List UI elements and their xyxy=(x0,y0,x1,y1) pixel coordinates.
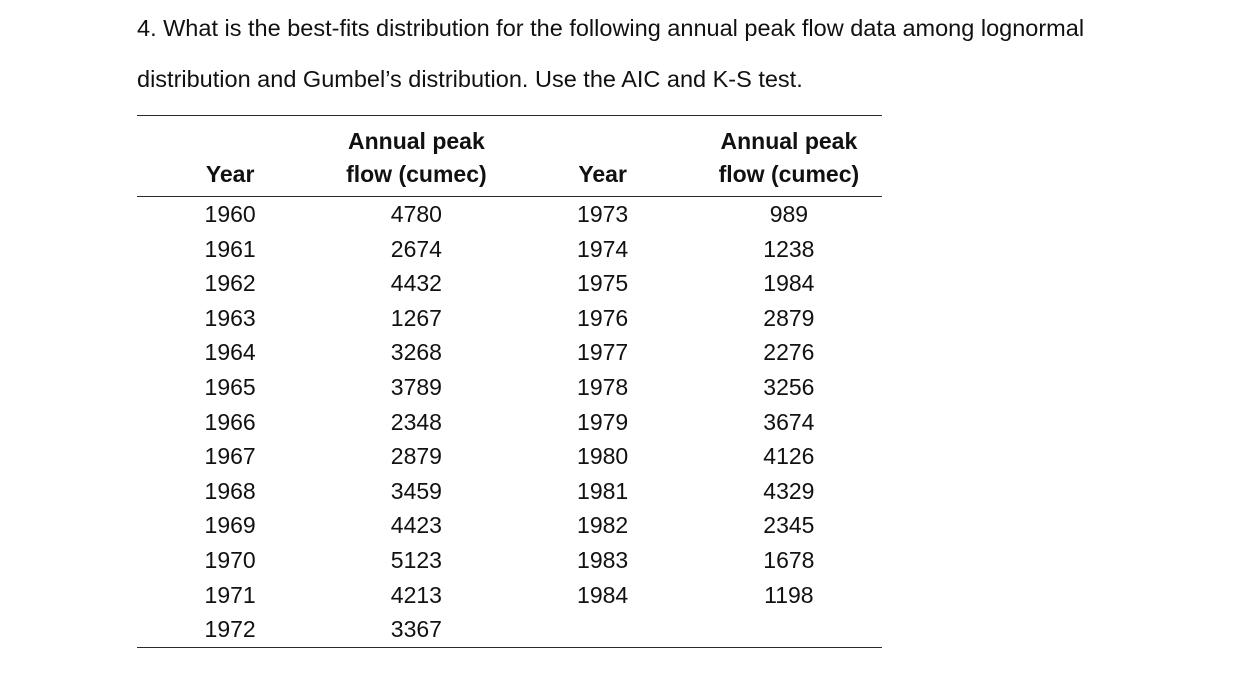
table-body: 1960 4780 1973 989 1961 2674 1974 1238 1962 4432 1… xyxy=(137,197,882,648)
table-row: 1966 2348 1979 3674 xyxy=(137,405,882,440)
year-cell: 1963 xyxy=(204,304,256,331)
flow-cell: 3459 xyxy=(390,477,442,504)
flow-cell: 1678 xyxy=(763,546,815,573)
flow-cell: 4432 xyxy=(390,270,442,297)
year-cell: 1975 xyxy=(577,270,629,297)
flow-cell: 1984 xyxy=(763,270,815,297)
year-cell xyxy=(509,612,696,648)
question-text: 4. What is the best-fits distribution fo… xyxy=(137,3,1217,105)
year-cell: 1964 xyxy=(204,339,256,366)
header-year-left: Year xyxy=(137,115,324,197)
flow-cell: 1198 xyxy=(764,581,814,608)
year-cell: 1984 xyxy=(577,581,629,608)
year-cell: 1981 xyxy=(577,477,629,504)
flow-cell: 3789 xyxy=(390,373,442,400)
header-line: Year xyxy=(578,161,627,187)
year-cell: 1974 xyxy=(577,235,629,262)
table-row: 1970 5123 1983 1678 xyxy=(137,543,882,578)
question-line-1: 4. What is the best-fits distribution fo… xyxy=(137,15,1085,41)
year-cell: 1970 xyxy=(204,546,256,573)
year-cell: 1968 xyxy=(204,477,256,504)
year-cell: 1960 xyxy=(204,201,256,227)
flow-cell: 4423 xyxy=(390,512,442,539)
header-line: Year xyxy=(205,161,255,187)
year-cell: 1978 xyxy=(577,373,629,400)
question-line-2: distribution and Gumbel’s distribution. … xyxy=(137,66,803,92)
year-cell: 1983 xyxy=(577,546,629,573)
flow-cell: 2879 xyxy=(763,304,815,331)
flow-cell: 2348 xyxy=(390,408,442,435)
year-cell: 1961 xyxy=(204,235,256,262)
year-cell: 1980 xyxy=(577,443,629,470)
year-cell: 1965 xyxy=(204,373,256,400)
flow-cell: 989 xyxy=(769,201,809,227)
year-cell: 1967 xyxy=(204,443,256,470)
table-row: 1968 3459 1981 4329 xyxy=(137,474,882,509)
table-row: 1963 1267 1976 2879 xyxy=(137,301,882,336)
flow-cell: 2345 xyxy=(763,512,815,539)
table-row: 1971 4213 1984 1198 xyxy=(137,578,882,613)
flow-cell: 2879 xyxy=(390,443,442,470)
year-cell: 1976 xyxy=(577,304,629,331)
table-row: 1972 3367 xyxy=(137,612,882,648)
year-cell: 1972 xyxy=(137,612,324,648)
flow-cell: 2276 xyxy=(763,339,815,366)
year-cell: 1969 xyxy=(204,512,256,539)
header-flow-right: Annual peak flow (cumec) xyxy=(695,115,882,197)
year-cell: 1966 xyxy=(204,408,256,435)
flow-cell: 4780 xyxy=(390,201,442,227)
flow-cell: 3367 xyxy=(323,612,510,648)
header-line: flow (cumec) xyxy=(718,161,860,187)
year-cell: 1977 xyxy=(577,339,629,366)
header-line: flow (cumec) xyxy=(346,161,487,187)
year-cell: 1982 xyxy=(577,512,629,539)
flow-cell: 1238 xyxy=(763,235,815,262)
table-header-row: Year Annual peak flow (cumec) Year Annua… xyxy=(137,115,882,197)
table-row: 1965 3789 1978 3256 xyxy=(137,370,882,405)
flow-cell: 2674 xyxy=(390,235,442,262)
flow-cell: 5123 xyxy=(390,546,442,573)
header-year-right: Year xyxy=(509,115,696,197)
header-flow-left: Annual peak flow (cumec) xyxy=(323,115,510,197)
table-row: 1962 4432 1975 1984 xyxy=(137,266,882,301)
flow-cell: 4213 xyxy=(390,581,442,608)
table-header: Year Annual peak flow (cumec) Year Annua… xyxy=(137,115,882,197)
flow-cell: 1267 xyxy=(390,304,442,331)
table-row: 1964 3268 1977 2276 xyxy=(137,335,882,370)
flow-cell xyxy=(695,612,882,648)
table-row: 1967 2879 1980 4126 xyxy=(137,439,882,474)
table-row: 1961 2674 1974 1238 xyxy=(137,232,882,267)
flow-cell: 3256 xyxy=(763,373,815,400)
year-cell: 1962 xyxy=(204,270,256,297)
table-row: 1969 4423 1982 2345 xyxy=(137,508,882,543)
year-cell: 1973 xyxy=(577,201,629,227)
header-line: Annual peak xyxy=(347,128,485,154)
flow-cell: 3674 xyxy=(763,408,815,435)
flow-cell: 4329 xyxy=(763,477,815,504)
year-cell: 1971 xyxy=(204,581,256,608)
table-row: 1960 4780 1973 989 xyxy=(137,197,882,232)
flow-cell: 3268 xyxy=(390,339,442,366)
header-line: Annual peak xyxy=(720,128,858,154)
flow-cell: 4126 xyxy=(763,443,815,470)
year-cell: 1979 xyxy=(577,408,629,435)
peak-flow-table: Year Annual peak flow (cumec) Year Annua… xyxy=(137,115,882,648)
